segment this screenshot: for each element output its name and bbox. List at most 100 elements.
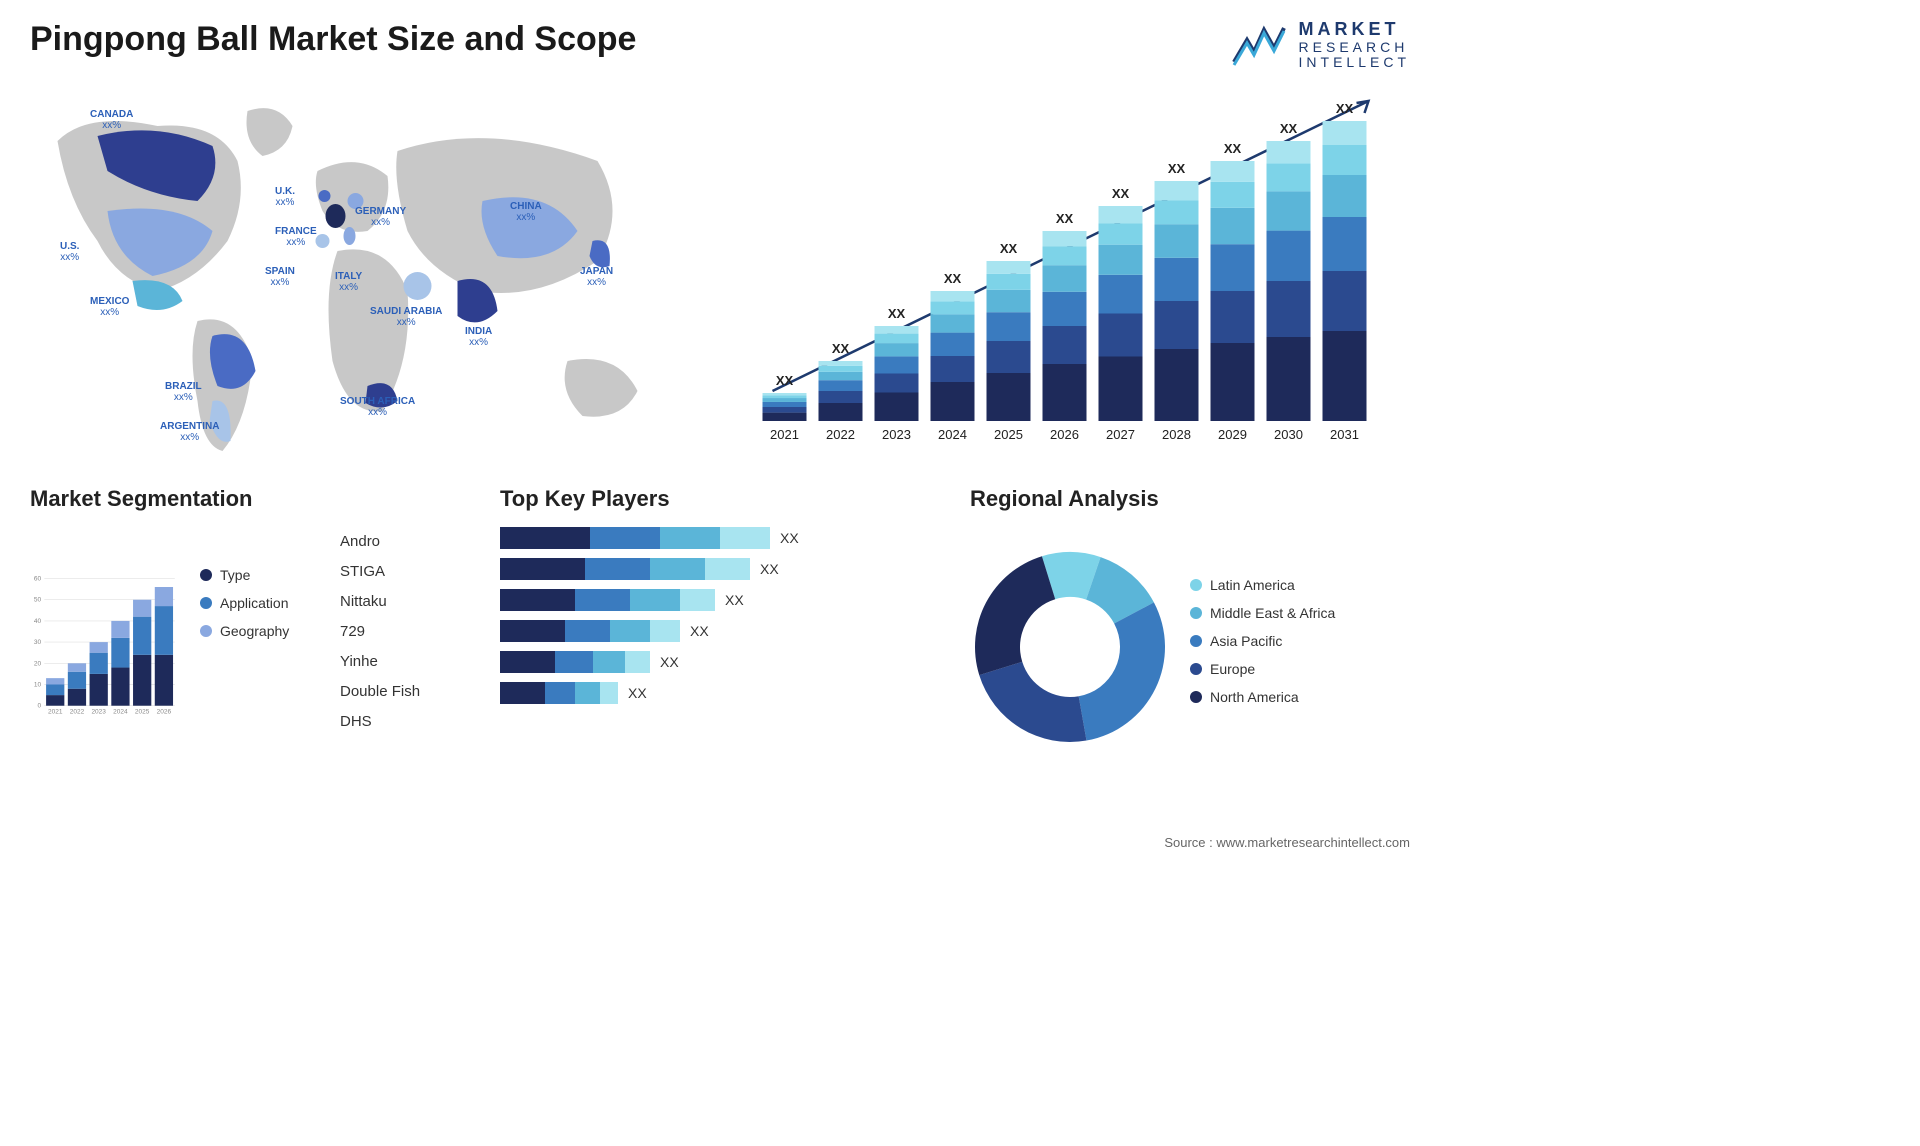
map-spain: [316, 234, 330, 248]
map-label-japan: JAPANxx%: [580, 266, 613, 288]
map-label-south-africa: SOUTH AFRICAxx%: [340, 396, 415, 418]
company-nittaku: Nittaku: [340, 587, 470, 617]
company-andro: Andro: [340, 527, 470, 557]
svg-text:XX: XX: [1336, 101, 1354, 116]
svg-text:2030: 2030: [1274, 427, 1303, 442]
company-double-fish: Double Fish: [340, 677, 470, 707]
map-label-argentina: ARGENTINAxx%: [160, 421, 219, 443]
segmentation-panel: Market Segmentation 01020304050602021202…: [30, 486, 470, 776]
map-label-u.k.: U.K.xx%: [275, 186, 295, 208]
svg-text:0: 0: [37, 702, 41, 709]
svg-text:50: 50: [34, 596, 42, 603]
player-bar-5: XX: [500, 682, 940, 704]
players-chart: XX XX XX XX XX XX: [500, 527, 940, 767]
svg-text:2023: 2023: [91, 708, 106, 715]
map-label-mexico: MEXICOxx%: [90, 296, 129, 318]
svg-text:2022: 2022: [70, 708, 85, 715]
segmentation-title: Market Segmentation: [30, 486, 470, 512]
svg-text:2025: 2025: [994, 427, 1023, 442]
growth-chart: XX 2021 XX 2022 XX 2023 XX 2024 XX 2025 XX 2026 XX 20…: [735, 81, 1410, 461]
svg-text:XX: XX: [776, 373, 794, 388]
player-bar-0: XX: [500, 527, 940, 549]
legend-item-type: Type: [200, 567, 320, 583]
svg-text:2021: 2021: [770, 427, 799, 442]
segmentation-company-list: AndroSTIGANittaku729YinheDouble FishDHS: [340, 527, 470, 767]
map-label-u.s.: U.S.xx%: [60, 241, 79, 263]
svg-text:2022: 2022: [826, 427, 855, 442]
map-label-brazil: BRAZILxx%: [165, 381, 202, 403]
logo-icon: [1229, 20, 1289, 70]
players-title: Top Key Players: [500, 486, 940, 512]
map-label-india: INDIAxx%: [465, 326, 492, 348]
svg-text:XX: XX: [1224, 141, 1242, 156]
segmentation-chart: 0102030405060202120222023202420252026: [30, 527, 180, 767]
svg-text:2025: 2025: [135, 708, 150, 715]
donut-seg-europe: [979, 661, 1086, 741]
map-label-france: FRANCExx%: [275, 226, 317, 248]
growth-chart-panel: XX 2021 XX 2022 XX 2023 XX 2024 XX 2025 XX 2026 XX 20…: [735, 81, 1410, 461]
svg-text:2026: 2026: [157, 708, 172, 715]
legend-item-application: Application: [200, 595, 320, 611]
svg-text:2024: 2024: [113, 708, 128, 715]
donut-seg-north-america: [975, 556, 1055, 675]
svg-text:2023: 2023: [882, 427, 911, 442]
player-bar-2: XX: [500, 589, 940, 611]
svg-text:2021: 2021: [48, 708, 63, 715]
company-dhs: DHS: [340, 707, 470, 737]
players-panel: Top Key Players XX XX XX XX XX XX: [500, 486, 940, 776]
player-bar-1: XX: [500, 558, 940, 580]
region-legend-middle-east-africa: Middle East & Africa: [1190, 605, 1410, 621]
map-label-germany: GERMANYxx%: [355, 206, 406, 228]
svg-text:XX: XX: [1112, 186, 1130, 201]
logo-text-3: INTELLECT: [1299, 55, 1410, 70]
svg-text:XX: XX: [1168, 161, 1186, 176]
legend-item-geography: Geography: [200, 623, 320, 639]
company-stiga: STIGA: [340, 557, 470, 587]
map-brazil: [210, 334, 256, 389]
svg-text:XX: XX: [832, 341, 850, 356]
svg-text:20: 20: [34, 660, 42, 667]
logo-text-1: MARKET: [1299, 20, 1410, 40]
player-bar-4: XX: [500, 651, 940, 673]
svg-text:30: 30: [34, 639, 42, 646]
svg-text:10: 10: [34, 681, 42, 688]
svg-text:2027: 2027: [1106, 427, 1135, 442]
player-bar-3: XX: [500, 620, 940, 642]
map-label-saudi-arabia: SAUDI ARABIAxx%: [370, 306, 442, 328]
page-title: Pingpong Ball Market Size and Scope: [30, 20, 636, 59]
region-legend-europe: Europe: [1190, 661, 1410, 677]
map-italy: [344, 227, 356, 245]
region-legend-asia-pacific: Asia Pacific: [1190, 633, 1410, 649]
region-legend-latin-america: Latin America: [1190, 577, 1410, 593]
logo-text-2: RESEARCH: [1299, 40, 1410, 55]
svg-text:XX: XX: [888, 306, 906, 321]
world-map-panel: CANADAxx% U.S.xx% MEXICOxx% BRAZILxx% ARGENT…: [30, 81, 705, 461]
regional-donut: [970, 547, 1170, 747]
map-label-italy: ITALYxx%: [335, 271, 362, 293]
svg-text:XX: XX: [1280, 121, 1298, 136]
map-saudi: [404, 272, 432, 300]
svg-text:2029: 2029: [1218, 427, 1247, 442]
svg-text:XX: XX: [944, 271, 962, 286]
company-yinhe: Yinhe: [340, 647, 470, 677]
brand-logo: MARKET RESEARCH INTELLECT: [1229, 20, 1410, 71]
map-label-spain: SPAINxx%: [265, 266, 295, 288]
svg-text:2031: 2031: [1330, 427, 1359, 442]
source-attribution: Source : www.marketresearchintellect.com: [1164, 835, 1410, 850]
region-legend-north-america: North America: [1190, 689, 1410, 705]
map-label-china: CHINAxx%: [510, 201, 542, 223]
svg-text:40: 40: [34, 617, 42, 624]
regional-legend: Latin America Middle East & Africa Asia Pa…: [1190, 577, 1410, 717]
svg-text:2028: 2028: [1162, 427, 1191, 442]
map-label-canada: CANADAxx%: [90, 109, 133, 131]
donut-seg-asia-pacific: [1079, 602, 1165, 740]
regional-panel: Regional Analysis Latin America Middle Ea…: [970, 486, 1410, 776]
svg-text:XX: XX: [1000, 241, 1018, 256]
segmentation-legend: Type Application Geography: [200, 527, 320, 767]
map-france: [326, 204, 346, 228]
map-uk: [319, 190, 331, 202]
svg-text:XX: XX: [1056, 211, 1074, 226]
regional-title: Regional Analysis: [970, 486, 1410, 512]
svg-text:2024: 2024: [938, 427, 967, 442]
svg-text:2026: 2026: [1050, 427, 1079, 442]
